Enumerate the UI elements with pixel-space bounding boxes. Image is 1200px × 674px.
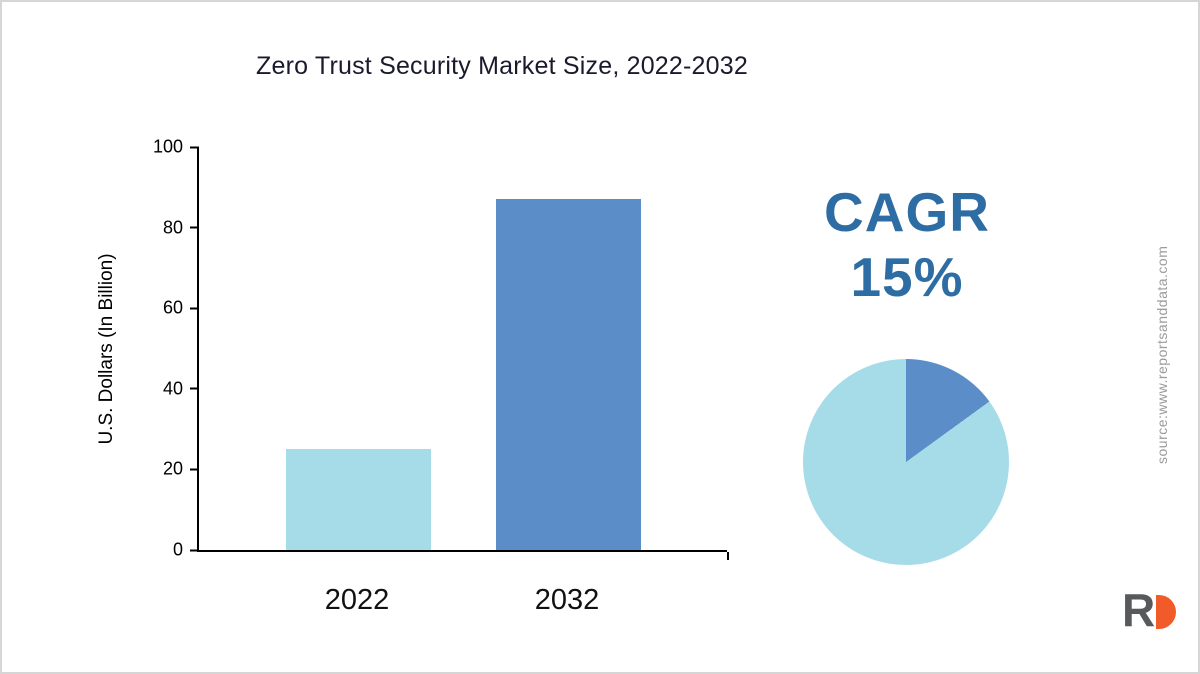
y-axis-tick-mark [190, 307, 199, 310]
cagr-value: 15% [850, 245, 964, 308]
bars-group [199, 147, 727, 550]
x-axis-label-2032: 2032 [534, 584, 600, 616]
y-axis-tick-80: 80 [145, 217, 199, 238]
bar-column-2022 [285, 147, 431, 550]
y-axis-ticks: 0 20 40 60 80 100 [139, 137, 199, 560]
logo-r-letter: R [1122, 584, 1156, 636]
bar-2032 [495, 199, 641, 550]
bar-chart-plot-area: 0 20 40 60 80 100 [153, 137, 729, 560]
y-axis-tick-label-80: 80 [162, 217, 183, 238]
y-axis-tick-mark [190, 468, 199, 471]
logo-d-icon [1156, 594, 1177, 629]
bar-2022 [285, 449, 431, 550]
y-axis-tick-60: 60 [145, 298, 199, 319]
cagr-pie-chart [803, 359, 1009, 565]
y-axis-title: U.S. Dollars (In Billion) [96, 253, 117, 445]
y-axis-tick-mark [190, 146, 199, 148]
y-axis-tick-label-0: 0 [172, 539, 183, 560]
y-axis-tick-label-100: 100 [152, 136, 183, 157]
y-axis-tick-mark [190, 549, 199, 551]
x-axis-end-tick [727, 552, 729, 560]
x-axis-label-2022: 2022 [324, 584, 390, 616]
cagr-callout: CAGR 15% [782, 180, 1032, 310]
y-axis-tick-label-60: 60 [162, 297, 183, 318]
y-axis-tick-label-40: 40 [162, 378, 183, 399]
y-axis-tick-20: 20 [145, 459, 199, 480]
source-attribution: source:www.reportsanddata.com [1154, 245, 1170, 464]
reportsanddata-logo: R [1122, 584, 1177, 636]
x-axis-labels: 2022 2032 [197, 584, 727, 617]
y-axis-tick-40: 40 [145, 378, 199, 399]
y-axis-tick-mark [190, 226, 199, 229]
y-axis-tick-mark [190, 387, 199, 390]
chart-title: Zero Trust Security Market Size, 2022-20… [256, 52, 748, 80]
y-axis-tick-100: 100 [145, 137, 199, 158]
bar-column-2032 [495, 147, 641, 550]
y-axis-tick-label-20: 20 [162, 458, 183, 479]
cagr-label: CAGR [824, 181, 990, 243]
y-axis-tick-0: 0 [145, 540, 199, 561]
